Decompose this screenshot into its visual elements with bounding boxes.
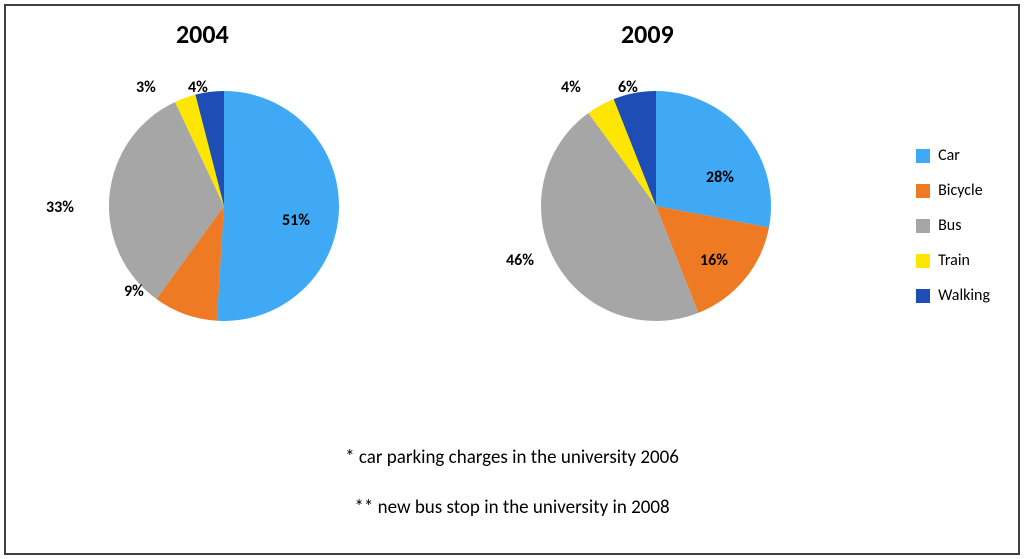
legend-item-bicycle: Bicycle [916, 181, 990, 200]
footnote-0: * car parking charges in the university … [6, 446, 1018, 469]
chart-frame: 2004 2009 51% 9% 33% 3% 4% 28% 16% 46% 4… [4, 4, 1020, 555]
pie-1-label-bus: 46% [506, 251, 534, 270]
footnote-1: ** new bus stop in the university in 200… [6, 496, 1018, 519]
legend-swatch-bicycle [916, 184, 930, 198]
legend-item-walking: Walking [916, 286, 990, 305]
legend-item-car: Car [916, 146, 990, 165]
chart-0-title: 2004 [176, 18, 229, 50]
legend-label-bus: Bus [938, 216, 961, 235]
pie-slice-car [656, 91, 771, 228]
legend: Car Bicycle Bus Train Walking [916, 146, 990, 305]
pie-1-label-bicycle: 16% [700, 251, 728, 270]
legend-item-bus: Bus [916, 216, 990, 235]
legend-swatch-train [916, 254, 930, 268]
pie-0-label-bicycle: 9% [124, 282, 144, 301]
pie-0-label-car: 51% [282, 211, 310, 230]
legend-swatch-bus [916, 219, 930, 233]
pie-0-label-train: 3% [136, 78, 156, 97]
pie-0-label-walking: 4% [188, 78, 208, 97]
legend-item-train: Train [916, 251, 990, 270]
pie-0-label-bus: 33% [46, 198, 74, 217]
pie-1-label-train: 4% [561, 78, 581, 97]
legend-swatch-car [916, 149, 930, 163]
legend-label-train: Train [938, 251, 970, 270]
chart-1-title: 2009 [621, 18, 674, 50]
legend-swatch-walking [916, 289, 930, 303]
pie-chart-2009 [541, 91, 771, 321]
legend-label-car: Car [938, 146, 960, 165]
pie-1-label-car: 28% [706, 168, 734, 187]
pie-slice-car [217, 91, 339, 321]
legend-label-bicycle: Bicycle [938, 181, 983, 200]
legend-label-walking: Walking [938, 286, 990, 305]
pie-1-label-walking: 6% [618, 78, 638, 97]
